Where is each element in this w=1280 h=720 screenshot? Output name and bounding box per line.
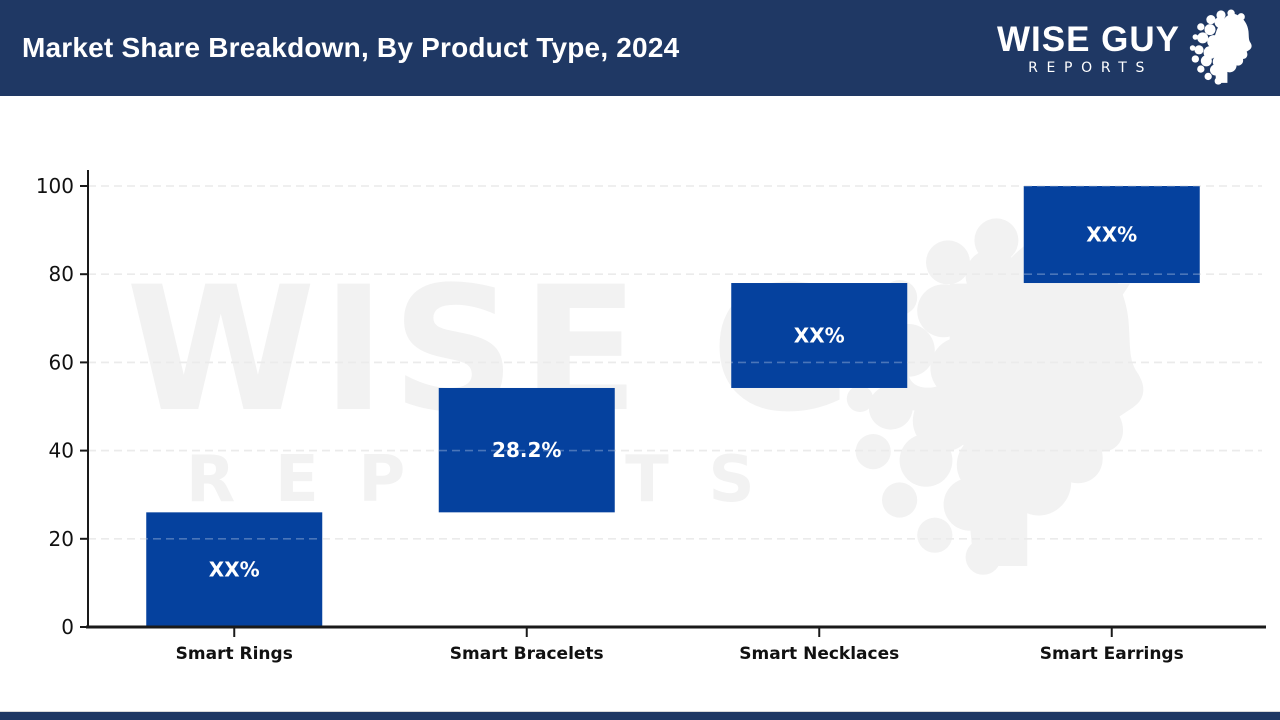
market-share-chart: 0 20 40 60 80 100 Smart Rings XX% Smart Bracelet… [36, 170, 1266, 664]
x-category-label-0: Smart Rings [176, 644, 293, 664]
y-tick-label-20: 20 [49, 527, 74, 551]
bar-3 [1023, 186, 1200, 284]
x-category-label-3: Smart Earrings [1040, 644, 1184, 664]
logo-wordmark: WISE GUY [996, 19, 1180, 59]
x-category-label-2: Smart Necklaces [739, 644, 899, 664]
page-title: Market Share Breakdown, By Product Type,… [22, 32, 680, 63]
x-category-label-1: Smart Bracelets [450, 644, 604, 664]
logo-head-icon [1189, 9, 1252, 85]
y-tick-label-60: 60 [49, 350, 74, 374]
logo-subtext: REPORTS [1028, 59, 1154, 76]
bar-1 [438, 387, 615, 513]
bar-0 [146, 512, 323, 627]
y-tick-label-80: 80 [49, 262, 74, 286]
footer-bar [0, 711, 1280, 720]
brand-logo: WISE GUY REPORTS [997, 9, 1254, 87]
y-tick-label-40: 40 [49, 439, 74, 463]
y-tick-label-0: 0 [61, 615, 74, 639]
bar-value-label-1: 28.2% [492, 438, 561, 462]
y-tick-label-100: 100 [36, 174, 74, 198]
bar-value-label-2: XX% [794, 323, 845, 347]
bar-value-label-0: XX% [209, 558, 260, 582]
header-bar: Market Share Breakdown, By Product Type,… [0, 0, 1280, 96]
bar-value-label-3: XX% [1086, 223, 1137, 247]
bar-2 [731, 283, 908, 388]
brand-text: WISE GUY REPORTS [997, 22, 1180, 75]
